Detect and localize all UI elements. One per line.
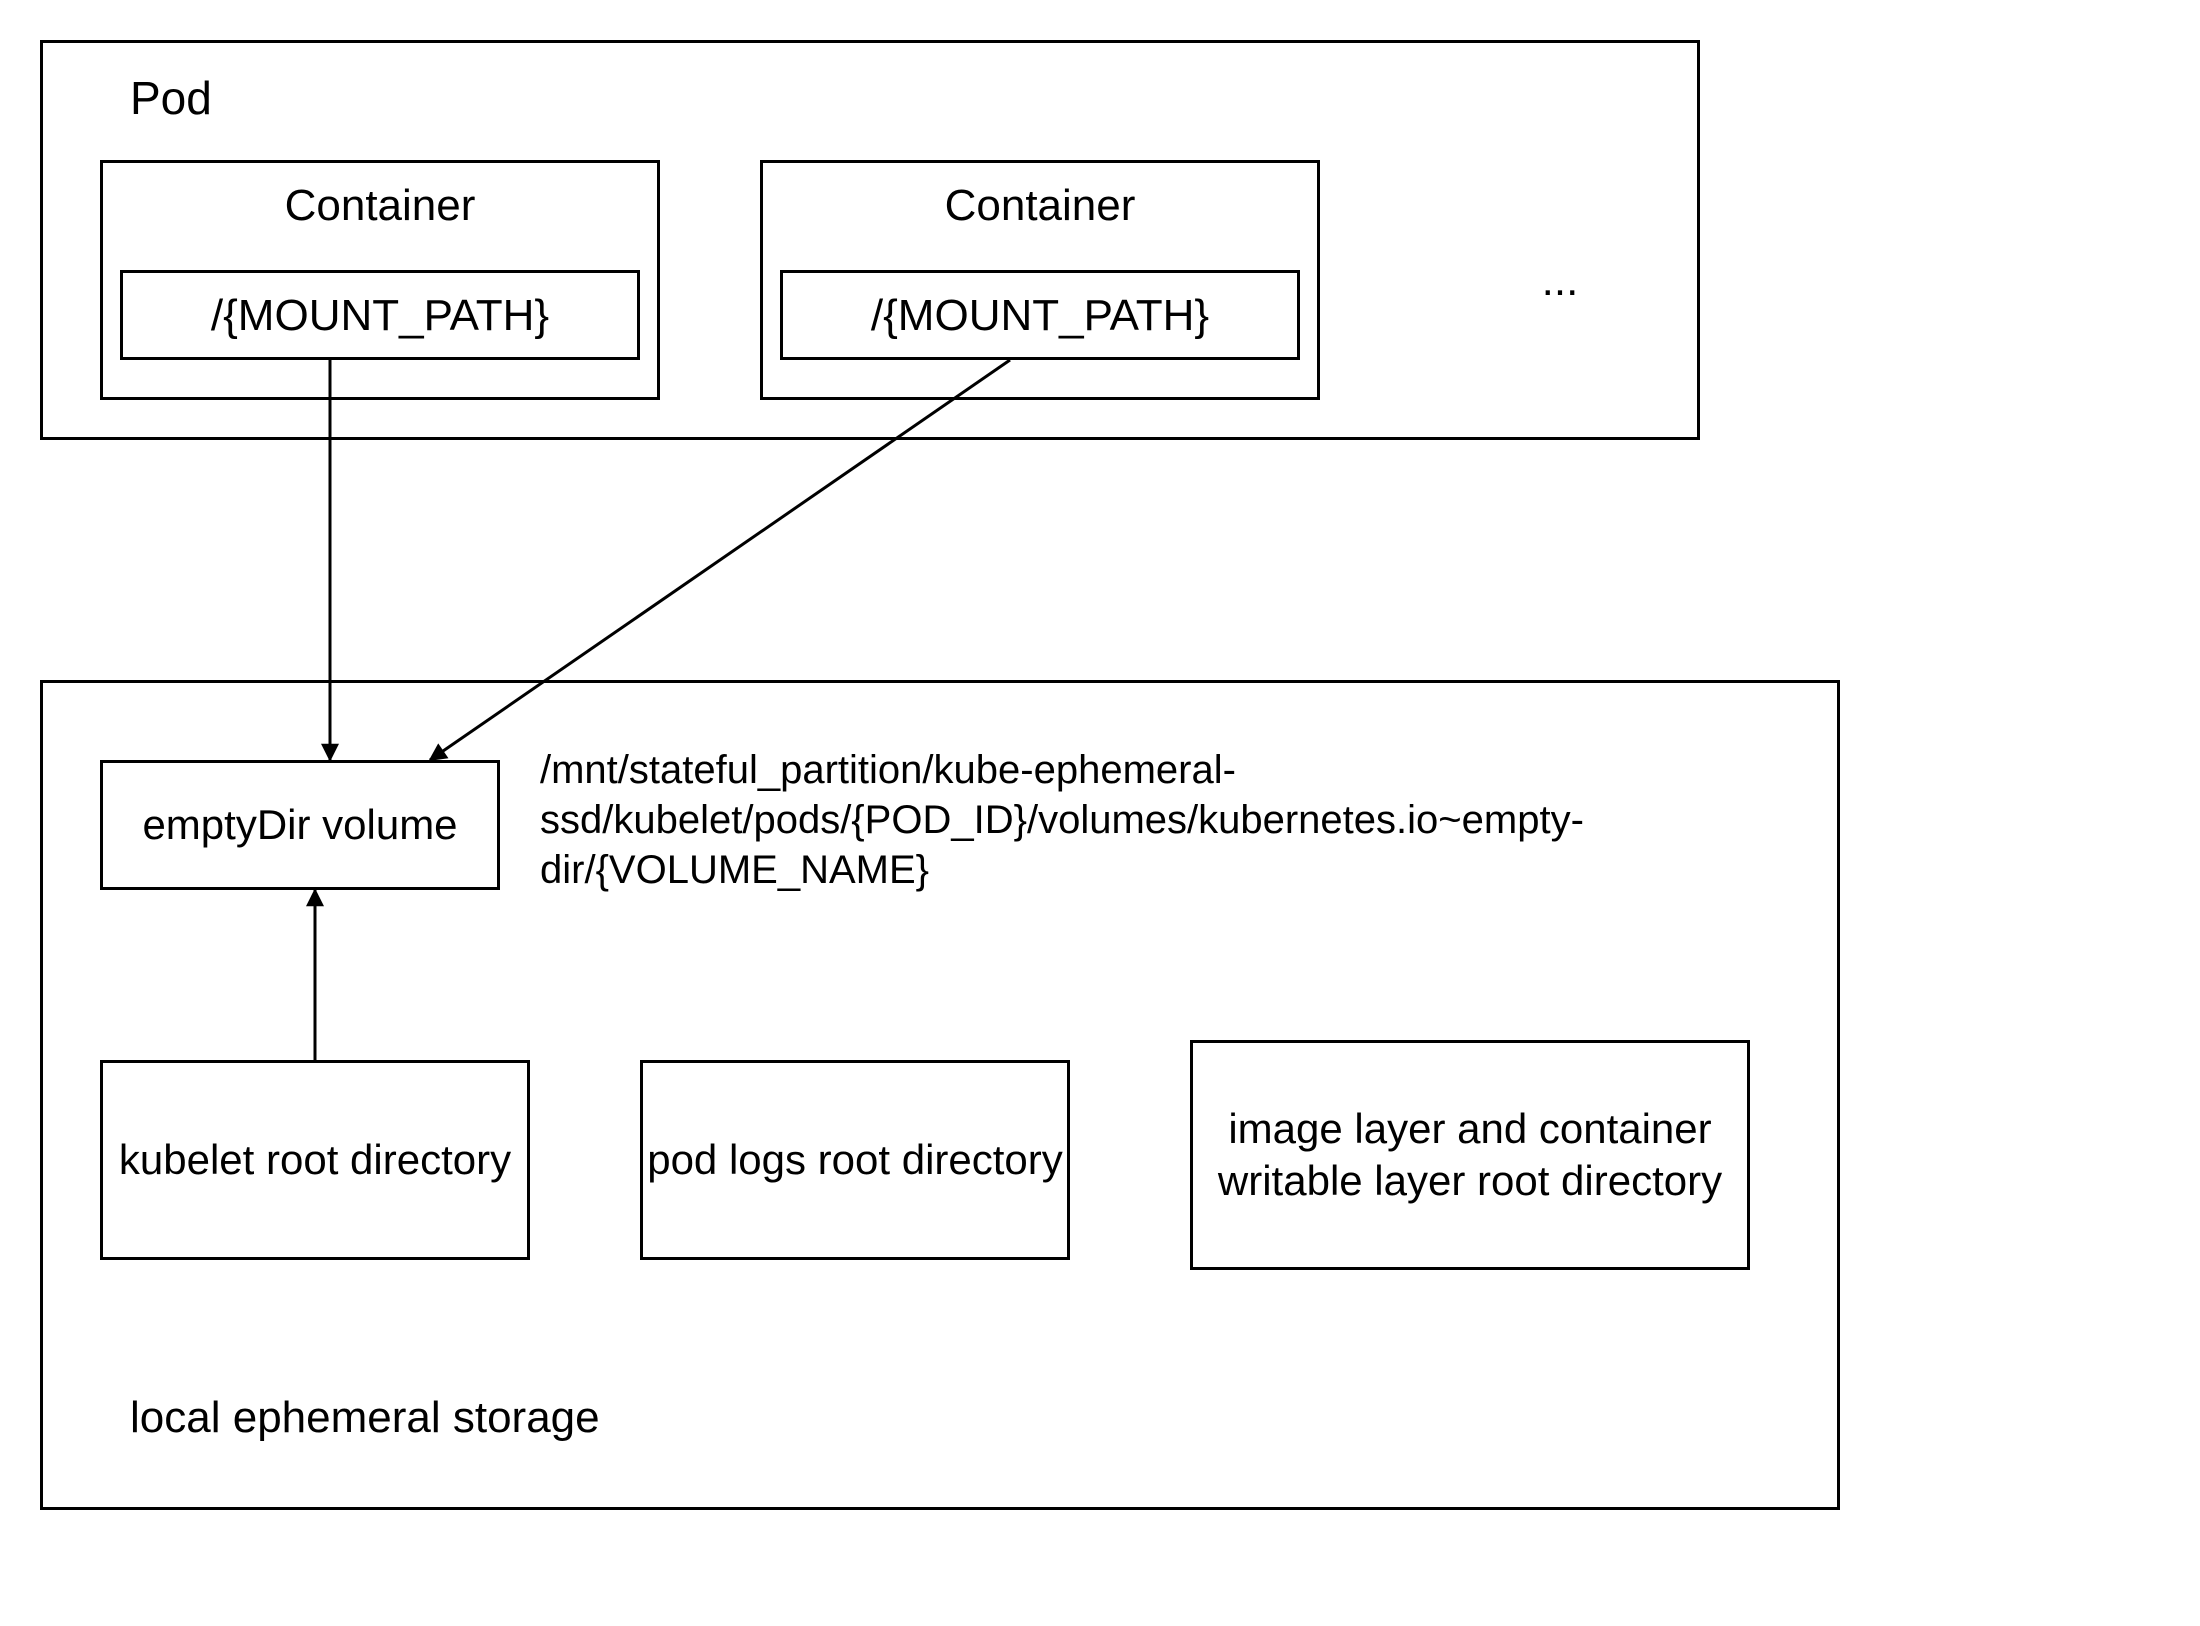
mount1_t-label: /{MOUNT_PATH}: [120, 270, 640, 360]
path_t-label: /mnt/stateful_partition/kube-ephemeral-s…: [540, 745, 1780, 925]
container2_t-label: Container: [760, 175, 1320, 235]
container1_t-label: Container: [100, 175, 660, 235]
emptydir_t-label: emptyDir volume: [100, 760, 500, 890]
ellipsis-label: ...: [1460, 250, 1660, 310]
podlogs_t-label: pod logs root directory: [640, 1060, 1070, 1260]
imagelayer_t-label: image layer and container writable layer…: [1200, 1040, 1740, 1270]
kubelet_t-label: kubelet root directory: [100, 1060, 530, 1260]
pod_title-label: Pod: [130, 70, 330, 130]
diagram-stage: Pod Container /{MOUNT_PATH} Container /{MOUN…: [0, 0, 2200, 1626]
mount2_t-label: /{MOUNT_PATH}: [780, 270, 1300, 360]
storage_title-label: local ephemeral storage: [130, 1390, 930, 1450]
